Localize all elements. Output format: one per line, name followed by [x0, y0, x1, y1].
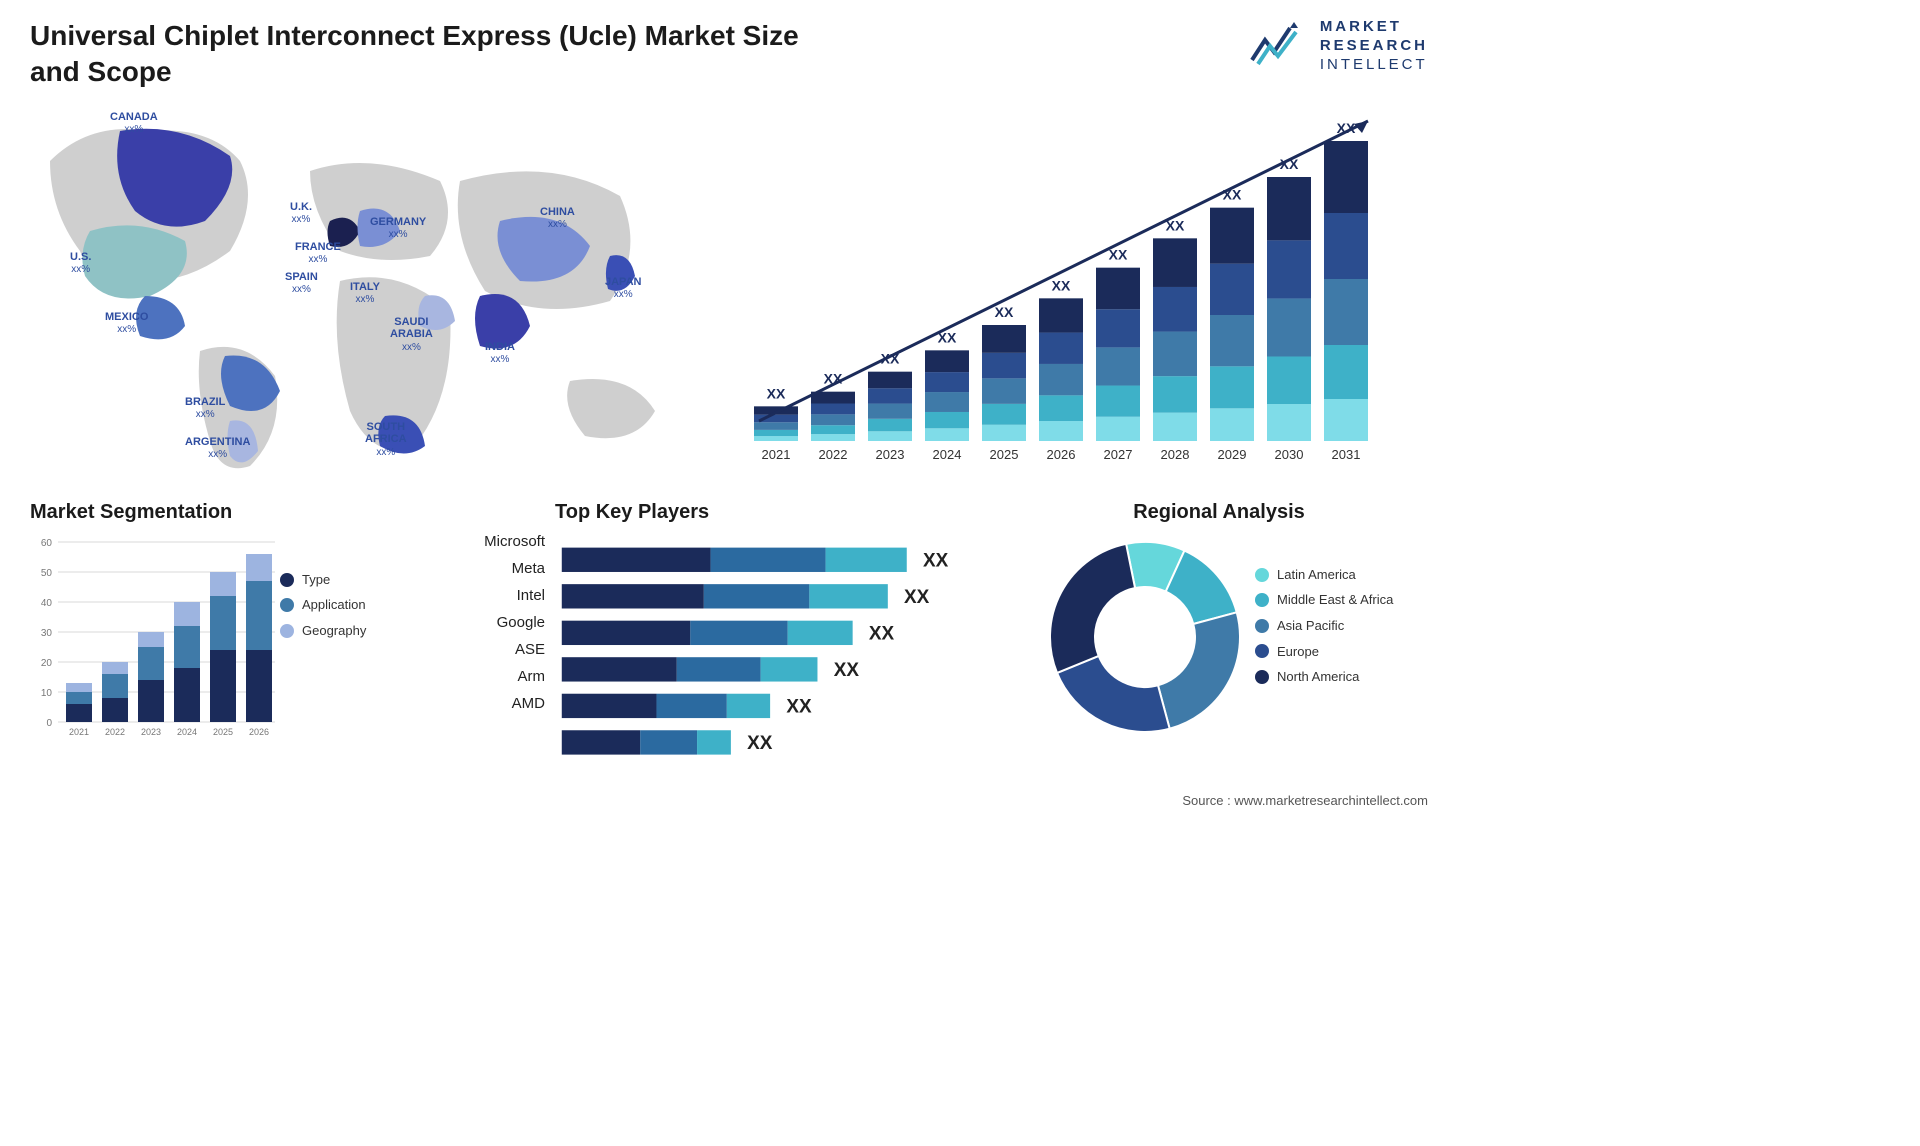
map-label-france: FRANCExx% — [295, 241, 341, 266]
reg-legend-north-america: North America — [1255, 669, 1393, 685]
segmentation-heading: Market Segmentation — [30, 501, 430, 524]
svg-text:50: 50 — [41, 568, 53, 579]
regional-donut-chart — [1040, 532, 1250, 742]
svg-text:XX: XX — [834, 660, 860, 681]
svg-text:XX: XX — [995, 304, 1014, 320]
svg-text:XX: XX — [1052, 277, 1071, 293]
players-panel: Top Key Players MicrosoftMetaIntelGoogle… — [455, 501, 1015, 792]
map-label-mexico: MEXICOxx% — [105, 311, 148, 336]
regional-legend: Latin America Middle East & Africa Asia Pa… — [1250, 532, 1393, 742]
growth-stacked-bar-chart: XX2021XX2022XX2023XX2024XX2025XX2026XX20… — [720, 101, 1428, 481]
map-label-brazil: BRAZILxx% — [185, 396, 225, 421]
svg-text:2029: 2029 — [1218, 447, 1247, 462]
player-name-ase: ASE — [455, 636, 555, 663]
map-label-india: INDIAxx% — [485, 341, 515, 366]
svg-text:2031: 2031 — [1332, 447, 1361, 462]
regional-panel: Regional Analysis Latin AmericaMiddle Ea… — [1040, 501, 1428, 792]
svg-text:2024: 2024 — [933, 447, 962, 462]
player-name-arm: Arm — [455, 663, 555, 690]
players-bar-chart: XX XX XX XX XX XX — [555, 528, 1015, 792]
logo-icon — [1250, 22, 1310, 70]
svg-text:20: 20 — [41, 658, 53, 669]
world-map-panel: CANADAxx% U.S.xx% MEXICOxx% BRAZILxx% ARGENT… — [30, 101, 690, 481]
segmentation-bar-chart: 0 10 20 30 40 50 60 2021 2022 2023 2024 2025 2026 — [30, 532, 280, 742]
svg-text:10: 10 — [41, 688, 53, 699]
svg-text:XX: XX — [1109, 246, 1128, 262]
map-label-japan: JAPANxx% — [605, 276, 641, 301]
reg-legend-europe: Europe — [1255, 644, 1393, 660]
map-label-germany: GERMANYxx% — [370, 216, 426, 241]
svg-text:2028: 2028 — [1161, 447, 1190, 462]
reg-legend-latin-america: Latin America — [1255, 567, 1393, 583]
growth-chart-panel: XX2021XX2022XX2023XX2024XX2025XX2026XX20… — [720, 101, 1428, 481]
map-label-argentina: ARGENTINAxx% — [185, 436, 250, 461]
svg-text:2024: 2024 — [177, 727, 197, 737]
svg-text:2023: 2023 — [876, 447, 905, 462]
svg-text:2030: 2030 — [1275, 447, 1304, 462]
source-text: Source : www.marketresearchintellect.com — [1182, 793, 1428, 808]
svg-text:2023: 2023 — [141, 727, 161, 737]
page-title: Universal Chiplet Interconnect Express (… — [30, 18, 810, 91]
player-name-intel: Intel — [455, 582, 555, 609]
reg-legend-asia-pacific: Asia Pacific — [1255, 618, 1393, 634]
svg-text:2027: 2027 — [1104, 447, 1133, 462]
player-name-microsoft: Microsoft — [455, 528, 555, 555]
svg-text:2021: 2021 — [762, 447, 791, 462]
map-label-south-africa: SOUTHAFRICAxx% — [365, 421, 407, 459]
svg-text:XX: XX — [869, 623, 895, 644]
map-label-u-k-: U.K.xx% — [290, 201, 312, 226]
map-label-spain: SPAINxx% — [285, 271, 318, 296]
players-name-column: MicrosoftMetaIntelGoogleASEArmAMD — [455, 528, 555, 792]
map-label-u-s-: U.S.xx% — [70, 251, 91, 276]
svg-text:0: 0 — [46, 718, 52, 729]
regional-heading: Regional Analysis — [1010, 501, 1428, 524]
svg-text:XX: XX — [923, 550, 949, 571]
svg-text:2026: 2026 — [1047, 447, 1076, 462]
svg-text:2022: 2022 — [105, 727, 125, 737]
seg-legend-type: Type — [280, 572, 366, 588]
player-name-meta: Meta — [455, 555, 555, 582]
svg-text:XX: XX — [767, 385, 786, 401]
seg-legend-application: Application — [280, 597, 366, 613]
map-label-italy: ITALYxx% — [350, 281, 380, 306]
segmentation-legend: Type Application Geography — [280, 532, 366, 742]
map-label-canada: CANADAxx% — [110, 111, 158, 136]
seg-legend-geography: Geography — [280, 623, 366, 639]
svg-text:60: 60 — [41, 538, 53, 549]
svg-text:2025: 2025 — [990, 447, 1019, 462]
svg-text:40: 40 — [41, 598, 53, 609]
svg-text:2022: 2022 — [819, 447, 848, 462]
map-label-china: CHINAxx% — [540, 206, 575, 231]
svg-text:2021: 2021 — [69, 727, 89, 737]
players-heading: Top Key Players — [555, 501, 1015, 524]
svg-text:XX: XX — [747, 733, 773, 754]
logo-line3: INTELLECT — [1320, 56, 1428, 75]
svg-text:XX: XX — [904, 587, 930, 608]
svg-text:2026: 2026 — [249, 727, 269, 737]
player-name-amd: AMD — [455, 690, 555, 717]
segmentation-panel: Market Segmentation 0 10 20 30 40 50 60 2021 202… — [30, 501, 430, 792]
map-label-saudi-arabia: SAUDIARABIAxx% — [390, 316, 433, 354]
logo-line2: RESEARCH — [1320, 37, 1428, 56]
logo-line1: MARKET — [1320, 18, 1428, 37]
brand-logo: MARKET RESEARCH INTELLECT — [1250, 18, 1428, 74]
reg-legend-middle-east-africa: Middle East & Africa — [1255, 592, 1393, 608]
svg-text:XX: XX — [786, 696, 812, 717]
svg-text:2025: 2025 — [213, 727, 233, 737]
player-name-google: Google — [455, 609, 555, 636]
svg-text:30: 30 — [41, 628, 53, 639]
